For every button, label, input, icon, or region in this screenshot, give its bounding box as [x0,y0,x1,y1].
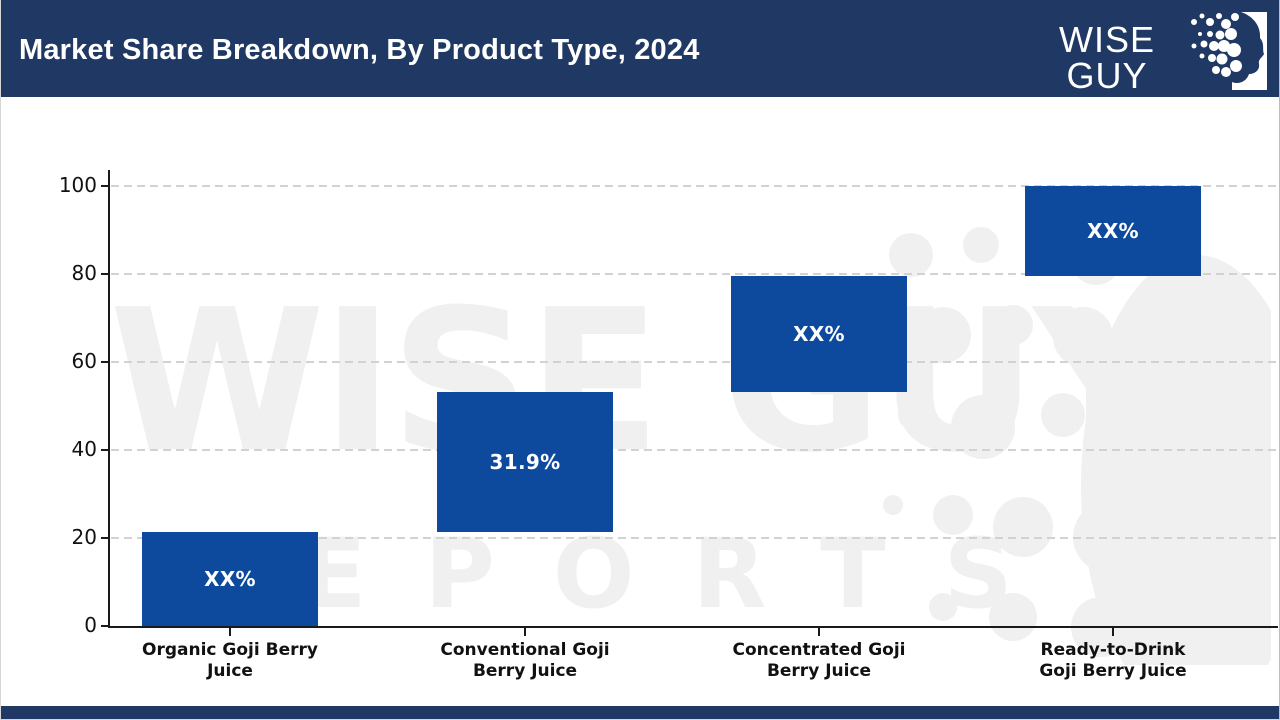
gridline-20 [111,537,1278,539]
bar-value-label: XX% [1087,219,1139,244]
y-tick-label: 80 [71,261,97,285]
chart-title: Market Share Breakdown, By Product Type,… [19,34,700,66]
logo-subtext: REPORTS [1044,97,1176,113]
y-tick-mark [101,273,109,275]
x-tick-mark [229,628,231,636]
x-tick-mark [524,628,526,636]
x-tick-mark [818,628,820,636]
y-axis-line [108,170,110,628]
dotted-head-icon [1191,12,1267,90]
category-label: Ready-to-Drink Goji Berry Juice [1039,640,1187,682]
y-tick-label: 40 [71,437,97,461]
y-tick-mark [101,361,109,363]
footer-band [1,706,1279,719]
logo-wordmark: WISE GUY [1058,19,1155,96]
bar-segment: XX% [1025,186,1201,277]
bar-value-label: 31.9% [489,450,561,475]
gridline-80 [111,273,1278,275]
y-tick-label: 20 [71,525,97,549]
watermark-dotted-head-icon [869,223,1271,665]
y-tick-mark [101,185,109,187]
y-tick-mark [101,449,109,451]
category-label: Concentrated Goji Berry Juice [732,640,906,682]
category-label: Conventional Goji Berry Juice [440,640,610,682]
y-tick-label: 100 [58,173,97,197]
gridline-60 [111,361,1278,363]
watermark-wordmark: WISE GUY [109,268,1175,496]
bar-segment: XX% [731,276,907,392]
y-tick-label: 60 [71,349,97,373]
bar-segment: XX% [142,532,318,626]
y-tick-label: 0 [84,613,97,637]
x-tick-mark [1112,628,1114,636]
y-tick-mark [101,625,109,627]
x-axis-line [108,626,1278,628]
bar-value-label: XX% [204,567,256,592]
gridline-40 [111,449,1278,451]
bar-segment: 31.9% [437,391,613,533]
header-band: Market Share Breakdown, By Product Type,… [1,0,1279,113]
gridline-100 [111,185,1278,187]
wise-guy-reports-logo: WISE GUY REPORTS [1017,8,1267,113]
bar-value-label: XX% [793,322,845,347]
category-label: Organic Goji Berry Juice [142,640,318,682]
y-tick-mark [101,537,109,539]
